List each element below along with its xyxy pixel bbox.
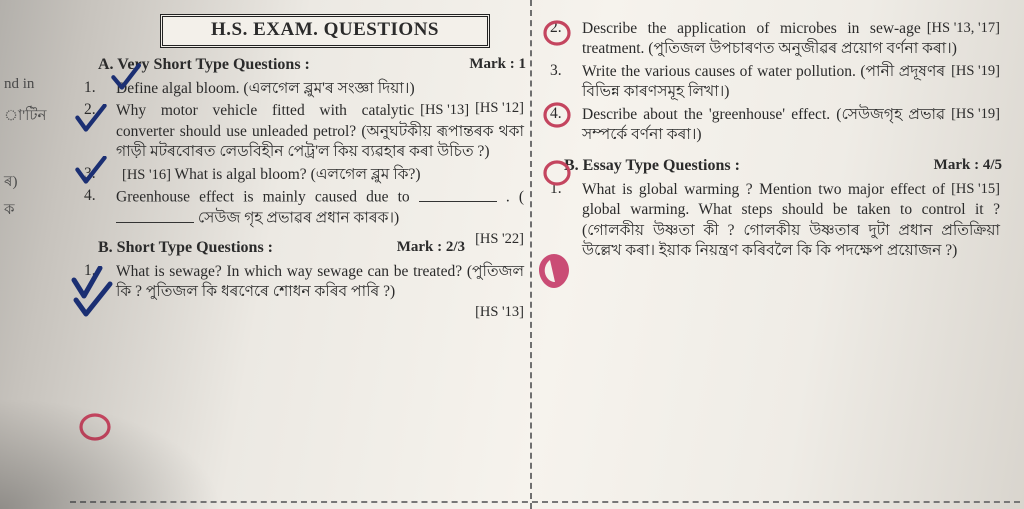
a-q2: 2. [HS '13] Why motor vehicle fitted wit… bbox=[70, 100, 530, 163]
qtext: Describe the application of microbes in … bbox=[582, 20, 957, 57]
binder-frag: া'টিন bbox=[4, 104, 47, 129]
section-b-mark: Mark : 2/3 bbox=[397, 239, 465, 256]
qtext-c: সেউজ গৃহ প্ৰভাৱৰ প্ৰধান কাৰক।) bbox=[194, 210, 399, 227]
hs-tag: [HS '16] bbox=[122, 167, 171, 183]
hs-tag: [HS '22] bbox=[475, 230, 524, 249]
title-wrap: H.S. EXAM. QUESTIONS bbox=[160, 14, 490, 48]
hs-tag: [HS '13] bbox=[475, 303, 524, 322]
left-column: H.S. EXAM. QUESTIONS A. Very Short Type … bbox=[70, 0, 530, 509]
r-q3: 3. [HS '19] Write the various causes of … bbox=[536, 61, 1006, 104]
qnum: 1. bbox=[84, 261, 96, 281]
page-title: H.S. EXAM. QUESTIONS bbox=[160, 14, 490, 48]
exam-page: H.S. EXAM. QUESTIONS A. Very Short Type … bbox=[70, 0, 1020, 509]
qtext-a: Greenhouse effect is mainly caused due t… bbox=[116, 189, 419, 206]
hs-tag: [HS '13, '17] bbox=[927, 19, 1000, 38]
fill-blank bbox=[419, 187, 497, 202]
qtext: Define algal bloom. (এলগেল ব্লুম'ৰ সংজ্ঞ… bbox=[116, 80, 415, 97]
qnum: 4. bbox=[84, 186, 96, 206]
hs-tag: [HS '19] bbox=[951, 62, 1000, 81]
page-cut-line bbox=[70, 501, 1020, 503]
qtext: What is global warming ? Mention two maj… bbox=[582, 181, 1000, 259]
r-q2: 2. [HS '13, '17] Describe the applicatio… bbox=[536, 18, 1006, 61]
section-a-mark: Mark : 1 bbox=[469, 56, 526, 73]
section-b-head: B. Short Type Questions : Mark : 2/3 bbox=[98, 239, 530, 257]
essay-mark: Mark : 4/5 bbox=[934, 157, 1002, 174]
section-a-label: A. Very Short Type Questions : bbox=[98, 56, 310, 73]
qnum: 1. bbox=[550, 179, 562, 199]
qtext: What is algal bloom? (এলগেল ব্লুম কি?) bbox=[175, 166, 421, 183]
hs-tag: [HS '19] bbox=[951, 105, 1000, 124]
qtext-b: . ( bbox=[497, 189, 524, 206]
essay-q1: 1. [HS '15] What is global warming ? Men… bbox=[536, 179, 1006, 263]
binder-frag: ৰ) bbox=[4, 170, 17, 195]
pen-circle-icon bbox=[78, 412, 112, 442]
essay-head: B. Essay Type Questions : Mark : 4/5 bbox=[564, 157, 1006, 175]
r-q4: 4. [HS '19] Describe about the 'greenhou… bbox=[536, 104, 1006, 147]
hs-tag: [HS '15] bbox=[951, 180, 1000, 199]
binder-frag: nd in bbox=[4, 76, 34, 93]
right-column: 2. [HS '13, '17] Describe the applicatio… bbox=[536, 0, 1006, 509]
qtext: Describe about the 'greenhouse' effect. … bbox=[582, 106, 945, 143]
a-q4: 4. Greenhouse effect is mainly caused du… bbox=[70, 186, 530, 230]
a-q1: 1. Define algal bloom. (এলগেল ব্লুম'ৰ সং… bbox=[70, 78, 530, 100]
qnum: 4. bbox=[550, 104, 562, 124]
binder-edge: nd in া'টিন ৰ) ক bbox=[0, 0, 56, 509]
qtext: Write the various causes of water pollut… bbox=[582, 63, 945, 100]
qtext: What is sewage? In which way sewage can … bbox=[116, 263, 524, 300]
qnum: 3. bbox=[550, 61, 562, 81]
fill-blank bbox=[116, 208, 194, 223]
hs-tag: [HS '13] bbox=[420, 101, 469, 120]
qnum: 1. bbox=[84, 78, 96, 98]
section-a-head: A. Very Short Type Questions : Mark : 1 bbox=[98, 56, 530, 74]
essay-label: B. Essay Type Questions : bbox=[564, 157, 740, 174]
qnum: 2. bbox=[550, 18, 562, 38]
section-b-label: B. Short Type Questions : bbox=[98, 239, 273, 256]
a-q3: 3. [HS '16] What is algal bloom? (এলগেল … bbox=[70, 164, 530, 186]
qnum: 2. bbox=[84, 100, 96, 120]
b-q1: 1. What is sewage? In which way sewage c… bbox=[70, 261, 530, 304]
qnum: 3. bbox=[84, 164, 96, 184]
binder-frag: ক bbox=[4, 198, 15, 223]
